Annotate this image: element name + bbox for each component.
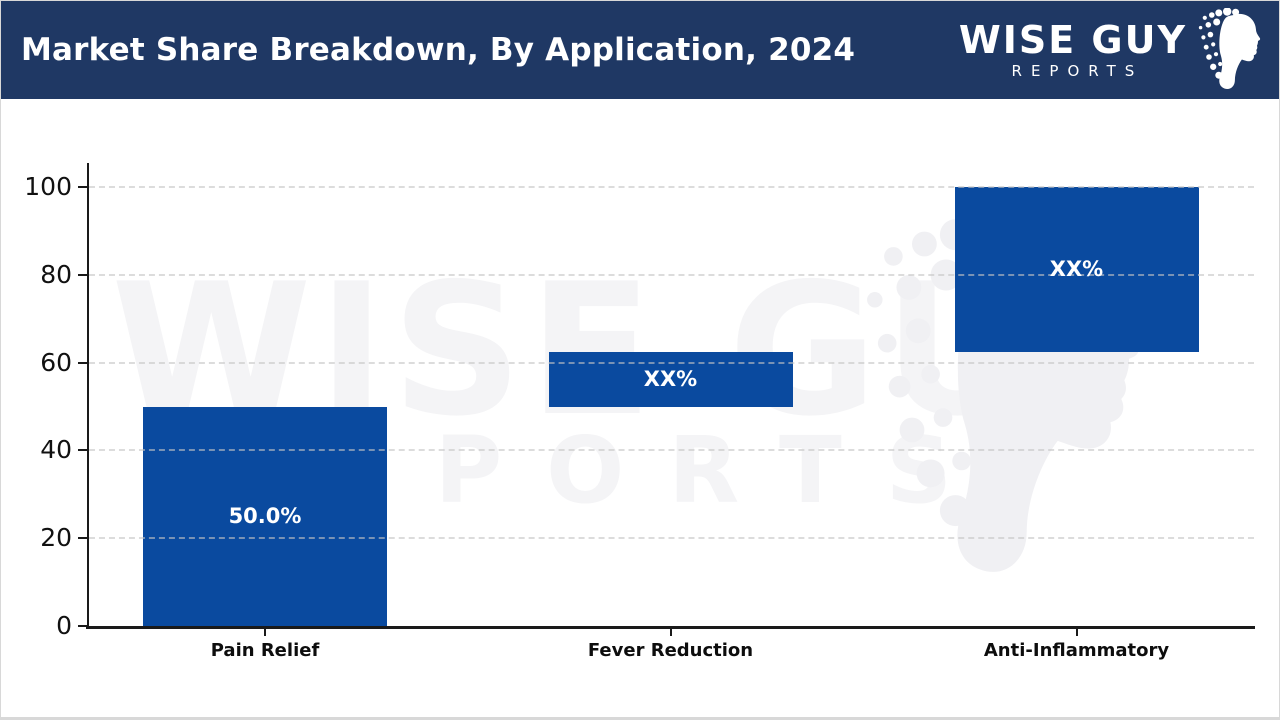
y-tick-label: 0 (56, 611, 72, 640)
y-tick (78, 449, 87, 452)
bottom-rule (1, 717, 1279, 719)
logo-subtitle: REPORTS (1011, 62, 1144, 80)
bar-value-label: XX% (1049, 257, 1104, 282)
x-category-label: Fever Reduction (587, 640, 754, 661)
logo-wordmark: WISE GUY (958, 18, 1187, 62)
logo-text: WISE GUY REPORTS (959, 21, 1187, 79)
chart-title: Market Share Breakdown, By Application, … (21, 32, 856, 68)
y-tick-label: 80 (40, 259, 72, 289)
y-axis-spine (87, 163, 89, 629)
bar-2 (548, 351, 793, 407)
x-category-label: Anti-Inflammatory (983, 640, 1170, 661)
x-category-label: Pain Relief (210, 640, 320, 661)
header: Market Share Breakdown, By Application, … (1, 1, 1279, 99)
gridline-60 (89, 361, 1254, 364)
wise-guy-logo: WISE GUY REPORTS (959, 8, 1267, 92)
y-tick (78, 625, 87, 627)
y-tick (78, 361, 87, 364)
y-tick-label: 20 (40, 523, 72, 553)
y-tick-label: 60 (40, 347, 72, 377)
y-tick (78, 537, 87, 540)
gridline-40 (89, 449, 1254, 452)
bar-1 (143, 406, 387, 626)
x-axis-spine (86, 626, 1255, 629)
y-tick (78, 186, 87, 188)
gridline-80 (89, 273, 1254, 276)
bar-value-label: 50.0% (228, 504, 302, 529)
gridline-100 (89, 186, 1254, 188)
y-tick-label: 40 (40, 435, 72, 465)
y-tick (78, 273, 87, 276)
bar-value-label: XX% (643, 367, 698, 392)
x-tick (264, 628, 266, 636)
gridline-20 (89, 537, 1254, 540)
x-tick (1075, 628, 1078, 636)
y-tick-label: 100 (24, 172, 72, 201)
logo-face-icon (1198, 8, 1261, 90)
x-tick (669, 628, 672, 636)
